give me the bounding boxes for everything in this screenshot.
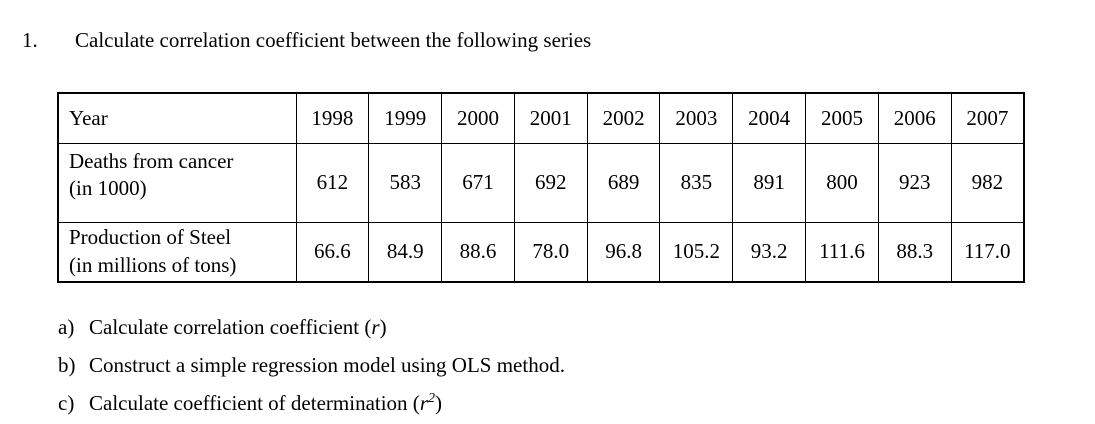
subquestion-marker: b) — [58, 352, 76, 377]
math-var: r — [371, 314, 380, 339]
year-cell: 1998 — [295, 92, 370, 144]
math-var: r — [419, 390, 428, 415]
subquestion-c: c) Calculate coefficient of determinatio… — [58, 384, 565, 422]
row-label-deaths: Deaths from cancer (in 1000) — [57, 142, 297, 223]
row-label-line1: Production of Steel — [69, 225, 232, 250]
question-line: 1. Calculate correlation coefficient betw… — [22, 28, 591, 53]
question-text: Calculate correlation coefficient betwee… — [75, 28, 592, 52]
year-cell: 1999 — [368, 92, 443, 144]
data-cell: 88.3 — [877, 221, 952, 283]
table-row-steel: Production of Steel (in millions of tons… — [57, 221, 1025, 283]
data-cell: 689 — [586, 142, 661, 223]
year-cell: 2002 — [586, 92, 661, 144]
year-cell: 2001 — [513, 92, 588, 144]
question-number: 1. — [22, 28, 38, 52]
year-cell: 2004 — [732, 92, 807, 144]
year-cell: 2006 — [877, 92, 952, 144]
data-table: Year 1998 1999 2000 2001 2002 2003 2004 … — [57, 92, 1025, 283]
subquestion-b: b) Construct a simple regression model u… — [58, 346, 565, 384]
year-cell: 2005 — [805, 92, 879, 144]
table-row-year: Year 1998 1999 2000 2001 2002 2003 2004 … — [57, 92, 1025, 144]
data-cell: 692 — [513, 142, 588, 223]
subquestion-marker: c) — [58, 390, 75, 415]
data-cell: 66.6 — [295, 221, 370, 283]
subquestion-marker: a) — [58, 314, 75, 339]
math-sup: 2 — [428, 390, 435, 406]
table-row-deaths: Deaths from cancer (in 1000) 612 583 671… — [57, 142, 1025, 223]
data-cell: 84.9 — [368, 221, 443, 283]
data-cell: 111.6 — [805, 221, 879, 283]
row-label-line2: (in millions of tons) — [69, 252, 237, 277]
row-label-steel: Production of Steel (in millions of tons… — [57, 221, 297, 283]
subquestion-a: a) Calculate correlation coefficient (r) — [58, 308, 565, 346]
row-label-line1: Deaths from cancer — [69, 148, 234, 173]
data-cell: 105.2 — [659, 221, 734, 283]
year-cell: 2007 — [950, 92, 1025, 144]
data-cell: 612 — [295, 142, 370, 223]
data-cell: 891 — [732, 142, 807, 223]
year-cell: 2003 — [659, 92, 734, 144]
subquestions: a) Calculate correlation coefficient (r)… — [58, 308, 565, 422]
data-cell: 800 — [805, 142, 879, 223]
data-cell: 671 — [441, 142, 515, 223]
data-cell: 835 — [659, 142, 734, 223]
data-cell: 96.8 — [586, 221, 661, 283]
data-cell: 117.0 — [950, 221, 1025, 283]
row-label-line2: (in 1000) — [69, 175, 147, 200]
subquestion-text: Construct a simple regression model usin… — [89, 352, 565, 377]
row-label-year: Year — [57, 92, 297, 144]
data-cell: 923 — [877, 142, 952, 223]
data-cell: 93.2 — [732, 221, 807, 283]
data-cell: 78.0 — [513, 221, 588, 283]
data-cell: 982 — [950, 142, 1025, 223]
data-cell: 583 — [368, 142, 443, 223]
data-cell: 88.6 — [441, 221, 515, 283]
subquestion-text: Calculate coefficient of determination (… — [89, 390, 442, 415]
subquestion-text: Calculate correlation coefficient (r) — [89, 314, 387, 339]
year-cell: 2000 — [441, 92, 515, 144]
